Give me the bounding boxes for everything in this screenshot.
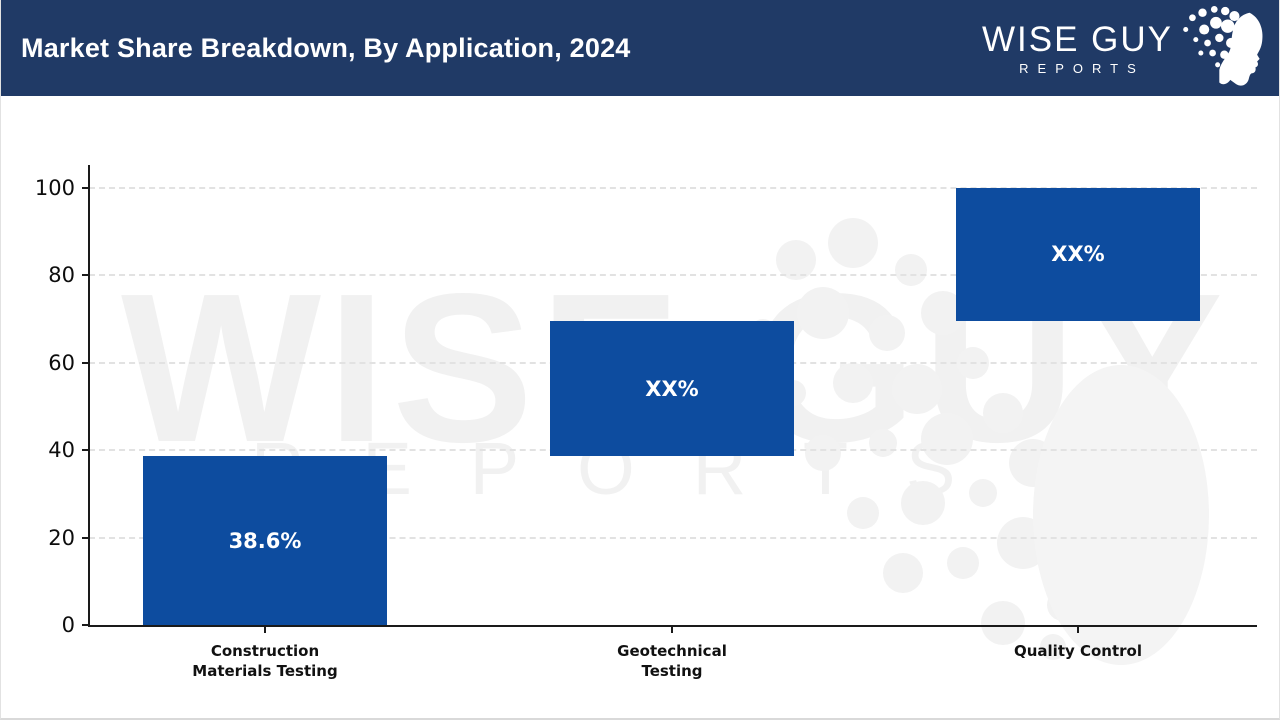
y-tick-mark: [82, 274, 89, 276]
bar-value-label: 38.6%: [228, 528, 302, 553]
x-category-label-line: Materials Testing: [192, 662, 338, 680]
y-tick-label: 60: [48, 350, 75, 375]
y-tick-mark: [82, 361, 89, 364]
bar-segment: [550, 321, 794, 457]
header-banner: Market Share Breakdown, By Application, …: [1, 0, 1279, 96]
y-tick-label: 100: [34, 175, 75, 200]
x-tick-mark: [264, 625, 266, 633]
logo-wordmark: WISE GUY REPORTS: [982, 22, 1173, 75]
x-axis-spine: [88, 625, 1257, 627]
y-gridline: [89, 536, 1257, 539]
chart-title: Market Share Breakdown, By Application, …: [21, 32, 631, 63]
bar-segment: [143, 456, 387, 625]
y-tick-mark: [82, 449, 89, 451]
y-tick-label: 0: [61, 613, 75, 637]
wise-guy-reports-logo: WISE GUY REPORTS: [982, 6, 1267, 90]
y-gridline: [89, 186, 1257, 189]
x-category-label: Geotechnical Testing: [512, 641, 832, 681]
bar-segment: [956, 187, 1200, 322]
x-tick-mark: [671, 625, 673, 633]
logo-reports-text: REPORTS: [1019, 60, 1145, 76]
y-tick-mark: [82, 536, 89, 539]
y-gridline: [89, 274, 1257, 276]
logo-head-icon: [1183, 6, 1263, 86]
x-category-label-line: Geotechnical: [617, 642, 727, 660]
x-category-label-line: Quality Control: [1013, 642, 1142, 660]
x-tick-mark: [1077, 625, 1079, 633]
y-tick-mark: [82, 186, 89, 189]
logo-wiseguy-text: WISE GUY: [981, 19, 1173, 59]
x-category-label-line: Construction: [210, 642, 320, 660]
x-category-label: Construction Materials Testing: [105, 641, 425, 681]
x-category-label: Quality Control: [918, 641, 1238, 661]
y-tick-label: 80: [48, 263, 75, 287]
y-tick-label: 20: [48, 525, 75, 550]
x-category-label-line: Testing: [641, 662, 703, 680]
bar-value-label: XX%: [645, 376, 699, 401]
y-tick-mark: [82, 624, 89, 626]
y-axis-spine: [88, 165, 90, 627]
y-tick-label: 40: [48, 438, 75, 462]
bar-value-label: XX%: [1051, 242, 1105, 267]
